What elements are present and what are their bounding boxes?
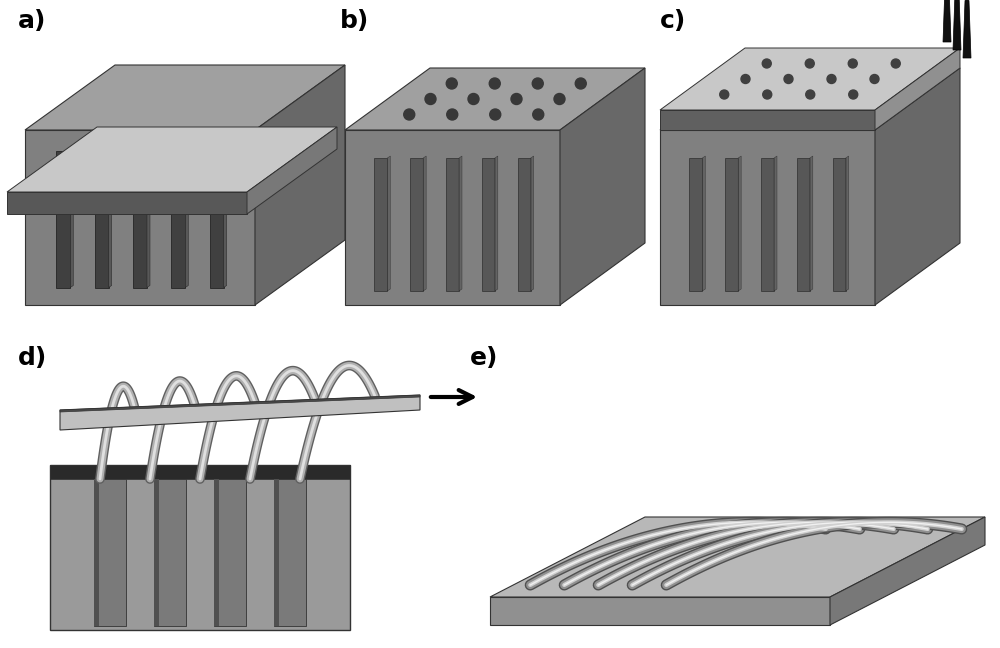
Polygon shape [50,465,350,479]
Polygon shape [943,0,951,42]
Polygon shape [495,156,498,291]
Polygon shape [774,156,777,291]
Polygon shape [702,156,705,291]
Polygon shape [7,192,247,214]
Polygon shape [147,149,150,288]
Polygon shape [345,68,645,130]
Polygon shape [725,158,738,291]
Circle shape [533,109,544,120]
Polygon shape [171,151,185,288]
Text: c): c) [660,9,686,33]
Circle shape [468,93,479,104]
Polygon shape [660,130,875,305]
Text: a): a) [18,9,46,33]
Circle shape [720,90,729,99]
Circle shape [762,59,771,68]
Polygon shape [50,465,350,630]
Text: b): b) [340,9,369,33]
Polygon shape [531,156,534,291]
Polygon shape [274,479,279,626]
Circle shape [404,109,415,120]
Polygon shape [518,158,531,291]
Polygon shape [660,68,960,130]
Circle shape [849,90,858,99]
Polygon shape [423,156,426,291]
Polygon shape [109,149,112,288]
Circle shape [511,93,522,104]
Polygon shape [810,156,813,291]
Polygon shape [963,0,971,58]
Circle shape [827,75,836,84]
Text: e): e) [470,346,498,370]
Polygon shape [761,158,774,291]
Polygon shape [7,127,337,192]
Polygon shape [875,48,960,130]
Polygon shape [490,597,830,625]
Polygon shape [94,479,126,626]
Polygon shape [247,127,337,214]
Polygon shape [660,48,960,110]
Polygon shape [154,479,159,626]
Circle shape [848,59,857,68]
Circle shape [763,90,772,99]
Circle shape [784,75,793,84]
Polygon shape [345,130,560,305]
Circle shape [741,75,750,84]
Polygon shape [738,156,741,291]
Circle shape [806,90,815,99]
Polygon shape [846,156,849,291]
Polygon shape [60,395,420,430]
Polygon shape [25,130,255,305]
Polygon shape [387,156,390,291]
Polygon shape [214,479,246,626]
Polygon shape [133,151,147,288]
Circle shape [891,59,900,68]
Text: d): d) [18,346,47,370]
Circle shape [532,78,543,89]
Polygon shape [185,149,188,288]
Polygon shape [446,158,459,291]
Circle shape [447,109,458,120]
Polygon shape [60,395,420,412]
Polygon shape [70,149,73,288]
Polygon shape [833,158,846,291]
Polygon shape [25,65,345,130]
Polygon shape [224,149,227,288]
Circle shape [490,109,501,120]
Circle shape [575,78,586,89]
Polygon shape [94,479,99,626]
Polygon shape [875,68,960,305]
Polygon shape [459,156,462,291]
Polygon shape [374,158,387,291]
Polygon shape [255,65,345,305]
Polygon shape [830,517,985,625]
Polygon shape [660,110,875,130]
Polygon shape [482,158,495,291]
Polygon shape [154,479,186,626]
Polygon shape [210,151,224,288]
Polygon shape [274,479,306,626]
Circle shape [425,93,436,104]
Polygon shape [689,158,702,291]
Circle shape [870,75,879,84]
Polygon shape [797,158,810,291]
Circle shape [805,59,814,68]
Polygon shape [95,151,109,288]
Circle shape [489,78,500,89]
Polygon shape [56,151,70,288]
Polygon shape [560,68,645,305]
Circle shape [446,78,457,89]
Polygon shape [214,479,219,626]
Polygon shape [490,517,985,597]
Polygon shape [410,158,423,291]
Polygon shape [953,0,961,50]
Circle shape [554,93,565,104]
